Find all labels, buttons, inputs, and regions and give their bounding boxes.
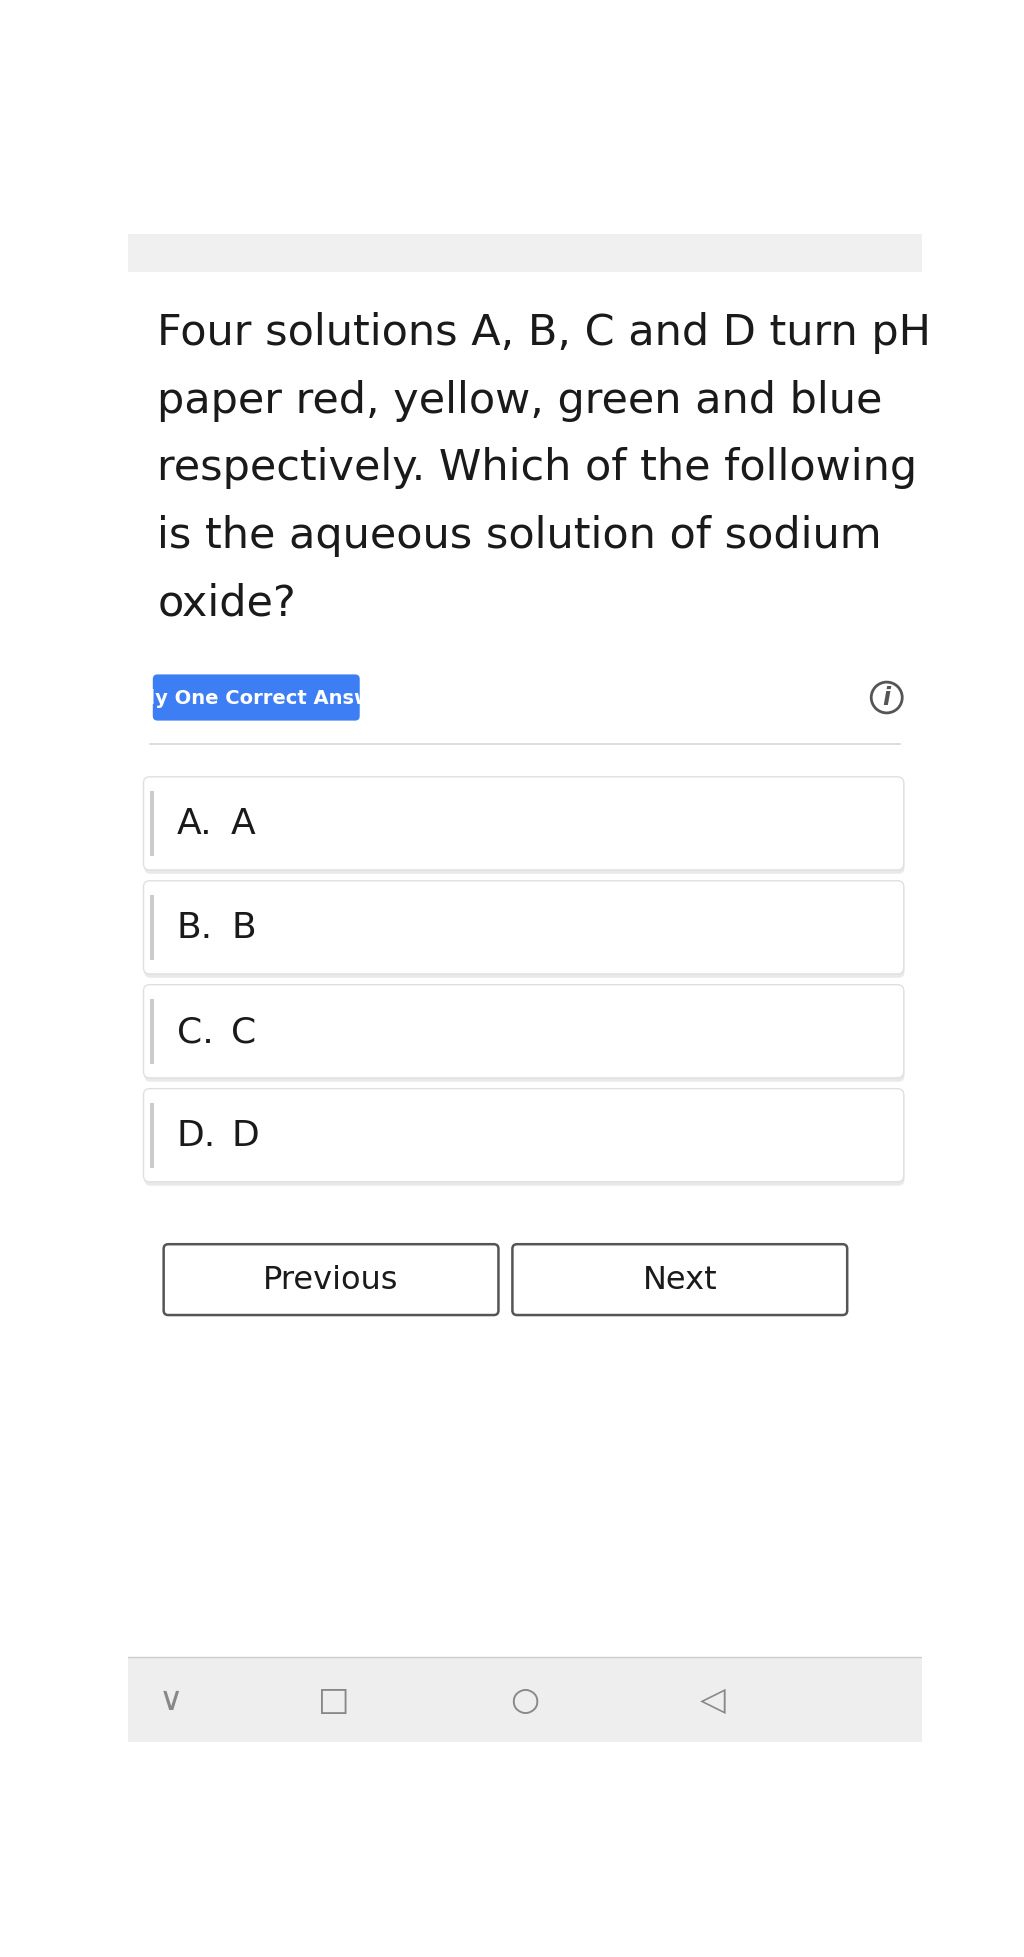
FancyBboxPatch shape <box>144 781 904 875</box>
Bar <box>150 894 154 961</box>
Text: C: C <box>231 1016 256 1049</box>
Text: B: B <box>231 910 256 945</box>
FancyBboxPatch shape <box>143 984 904 1078</box>
Text: Four solutions A, B, C and D turn pH: Four solutions A, B, C and D turn pH <box>158 311 932 354</box>
Text: Only One Correct Answer: Only One Correct Answer <box>118 689 395 708</box>
Bar <box>128 1658 922 1742</box>
Text: B.: B. <box>177 910 213 945</box>
Text: D.: D. <box>177 1119 216 1153</box>
FancyBboxPatch shape <box>144 885 904 978</box>
FancyBboxPatch shape <box>143 881 904 975</box>
FancyBboxPatch shape <box>164 1245 499 1315</box>
FancyBboxPatch shape <box>143 777 904 871</box>
Text: A: A <box>231 806 256 842</box>
FancyBboxPatch shape <box>144 1092 904 1186</box>
Bar <box>150 1104 154 1168</box>
Text: □: □ <box>317 1683 349 1716</box>
FancyBboxPatch shape <box>143 1090 904 1182</box>
FancyBboxPatch shape <box>153 675 359 722</box>
Text: is the aqueous solution of sodium: is the aqueous solution of sodium <box>158 515 882 558</box>
Text: respectively. Which of the following: respectively. Which of the following <box>158 448 918 489</box>
Text: Previous: Previous <box>263 1264 398 1296</box>
Bar <box>150 791 154 857</box>
Text: C.: C. <box>177 1016 214 1049</box>
Bar <box>150 1000 154 1065</box>
Text: A.: A. <box>177 806 212 842</box>
Text: ◁: ◁ <box>700 1683 726 1716</box>
FancyBboxPatch shape <box>144 988 904 1082</box>
Text: Next: Next <box>642 1264 717 1296</box>
Text: paper red, yellow, green and blue: paper red, yellow, green and blue <box>158 380 883 421</box>
Text: ○: ○ <box>510 1683 540 1716</box>
Bar <box>128 235 922 274</box>
Text: ∨: ∨ <box>159 1683 183 1716</box>
Text: i: i <box>883 685 891 708</box>
Text: D: D <box>231 1119 259 1153</box>
FancyBboxPatch shape <box>512 1245 847 1315</box>
Text: oxide?: oxide? <box>158 583 296 624</box>
